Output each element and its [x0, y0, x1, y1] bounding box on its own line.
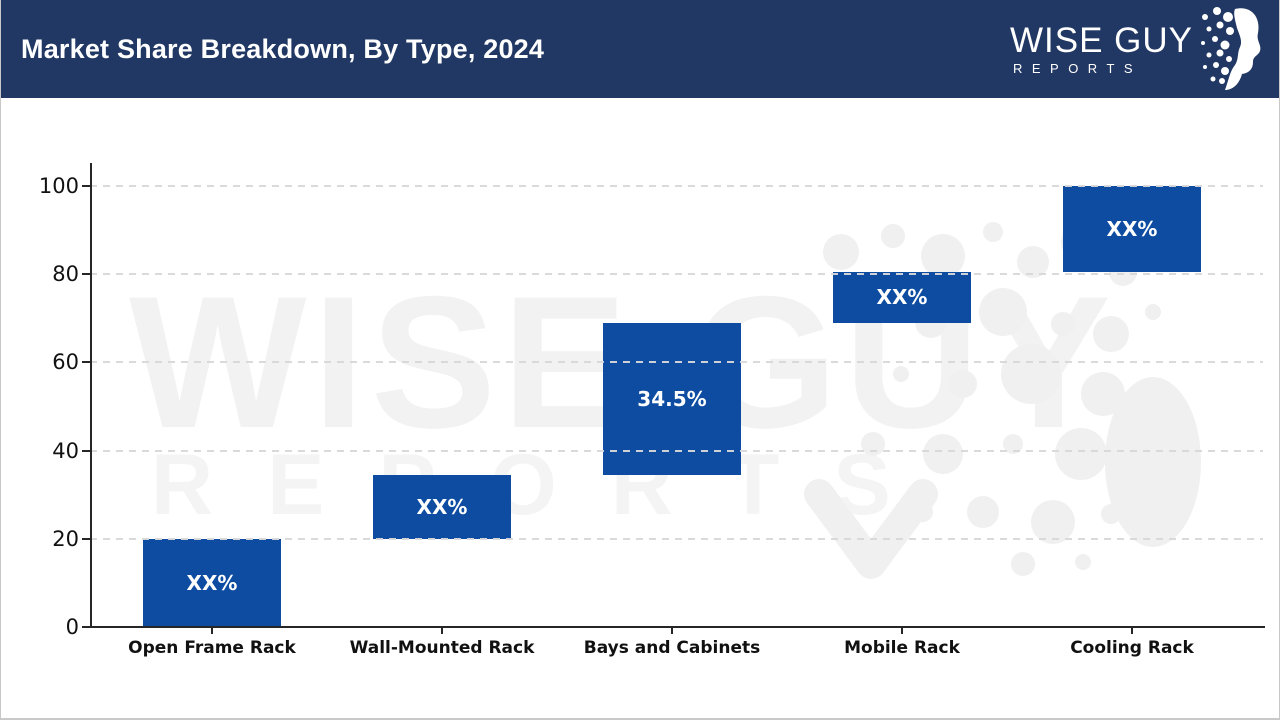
- y-axis-line: [90, 163, 92, 627]
- x-category-label: Mobile Rack: [844, 638, 960, 658]
- y-tick-label: 20: [52, 526, 79, 551]
- y-tick-mark: [82, 273, 90, 276]
- x-tick-mark: [211, 628, 213, 634]
- watermark-reports: REPORTS: [151, 437, 945, 533]
- bar: XX%: [373, 474, 511, 539]
- x-tick-mark: [671, 628, 673, 634]
- y-tick-label: 40: [52, 438, 79, 463]
- wise-guy-head-icon: [1195, 3, 1267, 95]
- logo: WISE GUY REPORTS: [1010, 3, 1267, 95]
- y-tick-mark: [82, 537, 90, 540]
- bar-value-label: XX%: [1106, 216, 1158, 241]
- gridline: [90, 449, 1263, 452]
- bottom-divider: [1, 718, 1279, 720]
- logo-wordmark: WISE GUY REPORTS: [1010, 23, 1193, 75]
- gridline: [90, 361, 1263, 364]
- logo-line2: REPORTS: [1012, 61, 1143, 76]
- gridline: [90, 185, 1263, 187]
- bar-value-label: 34.5%: [637, 386, 707, 411]
- header: Market Share Breakdown, By Type, 2024 WI…: [1, 0, 1279, 98]
- y-tick-mark: [82, 185, 90, 187]
- y-tick-mark: [82, 626, 90, 628]
- gridline: [90, 537, 1263, 540]
- logo-line1: WISE GUY: [1009, 21, 1193, 60]
- bar: XX%: [143, 538, 281, 627]
- x-tick-mark: [441, 628, 443, 634]
- y-tick-label: 100: [38, 174, 79, 198]
- page-title: Market Share Breakdown, By Type, 2024: [21, 33, 545, 64]
- y-tick-label: 80: [52, 262, 79, 287]
- bar-value-label: XX%: [876, 285, 928, 310]
- x-tick-mark: [1131, 628, 1133, 634]
- y-tick-mark: [82, 361, 90, 364]
- x-category-label: Open Frame Rack: [128, 638, 296, 658]
- bar-value-label: XX%: [186, 570, 238, 595]
- y-tick-mark: [82, 449, 90, 452]
- x-category-label: Wall-Mounted Rack: [349, 638, 535, 658]
- y-tick-label: 0: [65, 615, 79, 639]
- y-tick-label: 60: [52, 350, 79, 375]
- bar-value-label: XX%: [416, 494, 468, 519]
- bar: 34.5%: [603, 322, 741, 475]
- x-category-label: Cooling Rack: [1070, 638, 1194, 658]
- x-category-label: Bays and Cabinets: [583, 638, 761, 658]
- bar: XX%: [833, 271, 971, 323]
- x-axis-line: [90, 626, 1265, 628]
- bar: XX%: [1063, 186, 1201, 272]
- chart-area: 0 20 40 60 80 100 XX% Open Frame Rack XX% Wall-Mo…: [1, 98, 1279, 720]
- gridline: [90, 273, 1263, 276]
- x-tick-mark: [901, 628, 903, 634]
